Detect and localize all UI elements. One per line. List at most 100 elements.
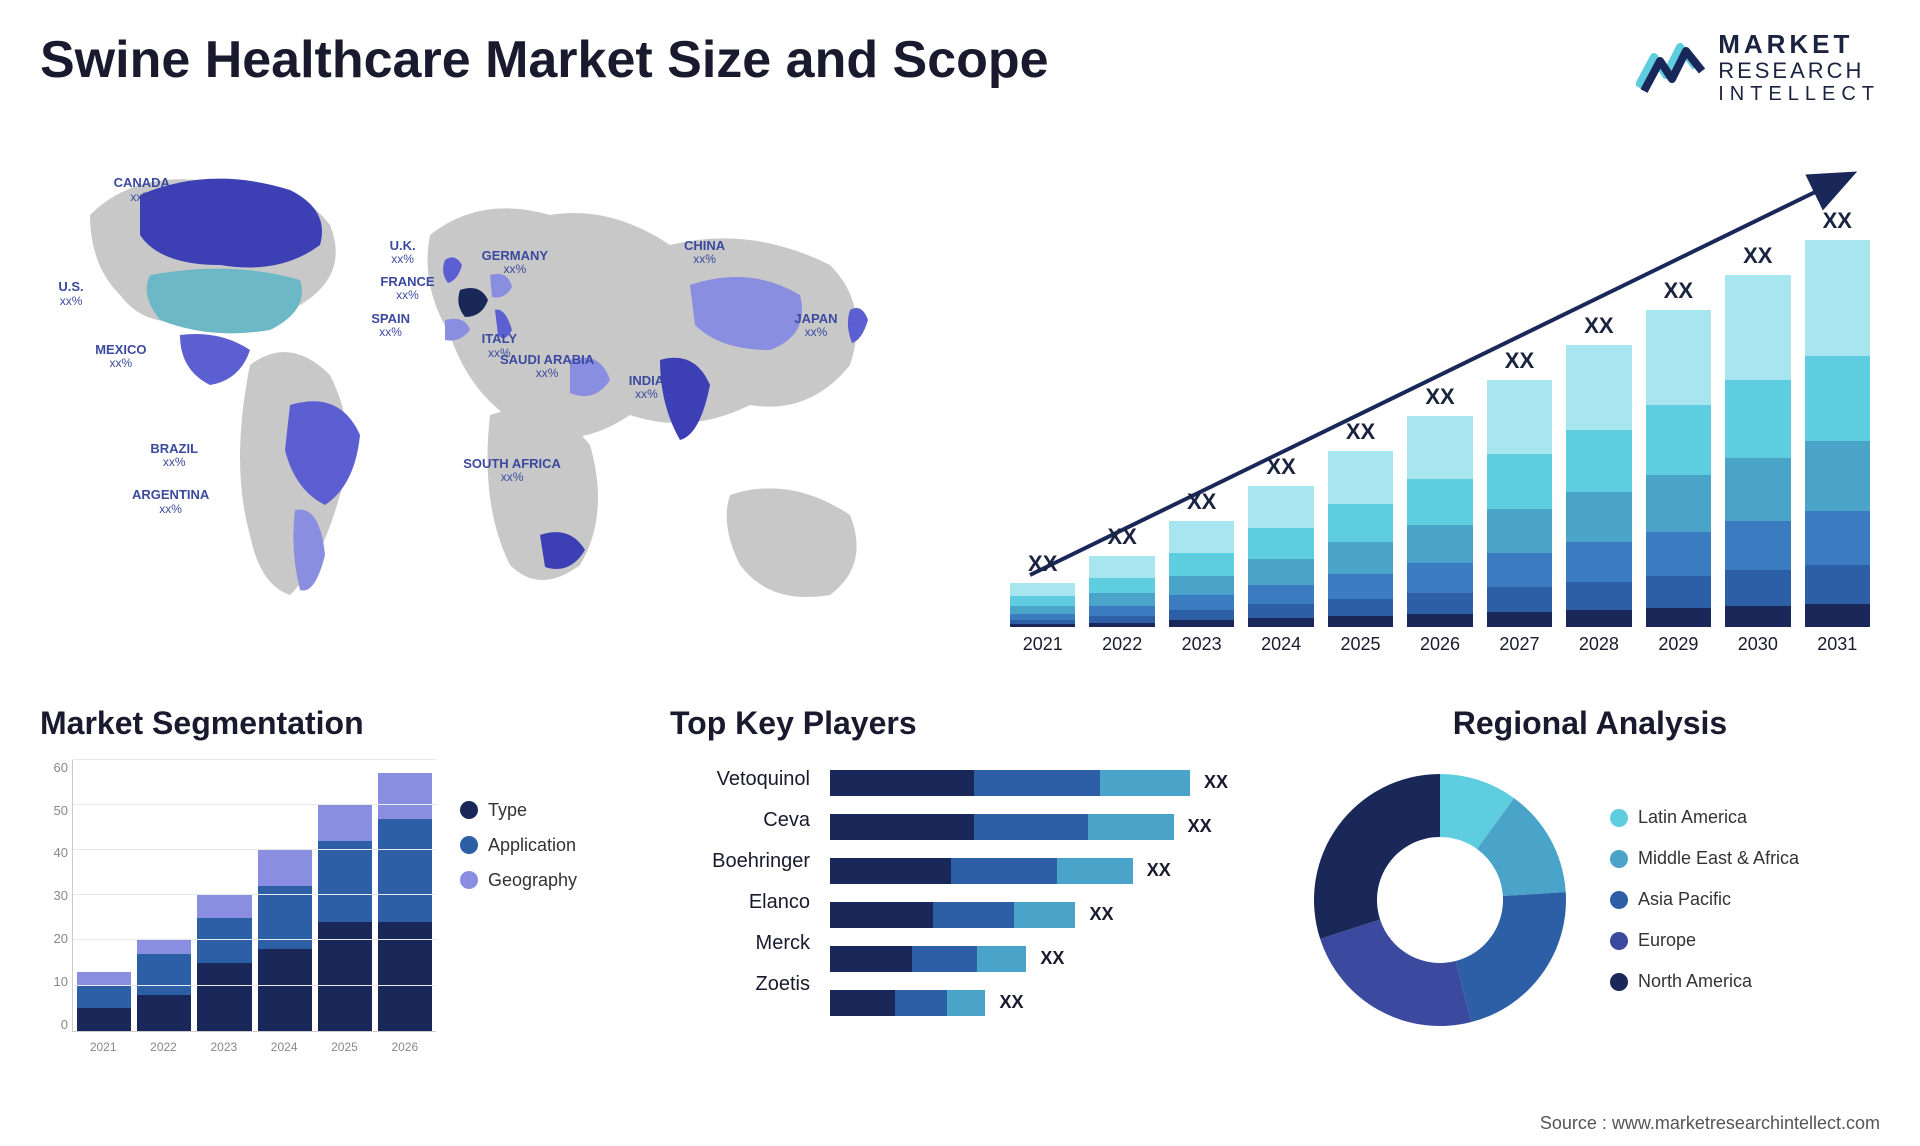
regional-donut-chart bbox=[1300, 760, 1580, 1040]
growth-value-label: XX bbox=[1248, 454, 1313, 480]
seg-x-label: 2021 bbox=[76, 1040, 130, 1054]
seg-y-tick: 50 bbox=[40, 803, 68, 818]
kp-label: Ceva bbox=[670, 809, 810, 832]
growth-bar-2024: XX bbox=[1248, 486, 1313, 627]
seg-y-tick: 10 bbox=[40, 974, 68, 989]
logo-text-2: RESEARCH bbox=[1718, 59, 1880, 83]
map-label-south-africa: SOUTH AFRICAxx% bbox=[463, 457, 561, 484]
key-players-title: Top Key Players bbox=[670, 705, 1250, 742]
kp-label: Boehringer bbox=[670, 850, 810, 873]
growth-year-label: 2030 bbox=[1725, 634, 1790, 655]
kp-label: Elanco bbox=[670, 891, 810, 914]
growth-year-label: 2029 bbox=[1646, 634, 1711, 655]
seg-y-tick: 0 bbox=[40, 1017, 68, 1032]
kp-row-ceva: XX bbox=[830, 814, 1250, 840]
key-players-panel: Top Key Players Vetoquinol Ceva Boehringer… bbox=[670, 705, 1250, 1085]
kp-row-boehringer: XX bbox=[830, 858, 1250, 884]
kp-row-elanco: XX bbox=[830, 902, 1250, 928]
growth-bar-2022: XX bbox=[1089, 556, 1154, 626]
kp-label: Zoetis bbox=[670, 973, 810, 996]
seg-y-tick: 30 bbox=[40, 888, 68, 903]
map-label-spain: SPAINxx% bbox=[371, 312, 410, 339]
kp-row-vetoquinol: XX bbox=[830, 770, 1250, 796]
key-players-chart: XX XX XX XX XX XX bbox=[830, 760, 1250, 1016]
growth-year-label: 2022 bbox=[1089, 634, 1154, 655]
seg-x-label: 2026 bbox=[378, 1040, 432, 1054]
segmentation-chart: 0102030405060 202120222023202420252026 bbox=[40, 760, 436, 1060]
growth-year-label: 2025 bbox=[1328, 634, 1393, 655]
growth-bar-2025: XX bbox=[1328, 451, 1393, 627]
reg-legend-item: North America bbox=[1610, 971, 1799, 992]
kp-value: XX bbox=[999, 992, 1023, 1013]
seg-bar-2023 bbox=[197, 760, 251, 1031]
growth-year-label: 2024 bbox=[1248, 634, 1313, 655]
seg-x-label: 2022 bbox=[136, 1040, 190, 1054]
map-label-u-s-: U.S.xx% bbox=[58, 280, 83, 307]
top-row: CANADAxx%U.S.xx%MEXICOxx%BRAZILxx%ARGENT… bbox=[40, 135, 1880, 655]
growth-value-label: XX bbox=[1328, 419, 1393, 445]
seg-y-tick: 40 bbox=[40, 845, 68, 860]
growth-value-label: XX bbox=[1407, 384, 1472, 410]
kp-label: Vetoquinol bbox=[670, 768, 810, 791]
seg-x-label: 2025 bbox=[317, 1040, 371, 1054]
segmentation-panel: Market Segmentation 0 10 20 30 40 50 60 2021 20… bbox=[40, 705, 620, 1085]
map-label-mexico: MEXICOxx% bbox=[95, 343, 146, 370]
kp-value: XX bbox=[1089, 904, 1113, 925]
regional-panel: Regional Analysis Latin America Middle Ea… bbox=[1300, 705, 1880, 1085]
reg-legend-item: Latin America bbox=[1610, 807, 1799, 828]
seg-bar-2022 bbox=[137, 760, 191, 1031]
growth-value-label: XX bbox=[1725, 243, 1790, 269]
kp-row-zoetis: XX bbox=[830, 990, 1250, 1016]
growth-value-label: XX bbox=[1010, 551, 1075, 577]
regional-title: Regional Analysis bbox=[1300, 705, 1880, 742]
logo-text-1: MARKET bbox=[1718, 30, 1880, 59]
map-label-canada: CANADAxx% bbox=[114, 176, 170, 203]
regional-legend: Latin AmericaMiddle East & AfricaAsia Pa… bbox=[1610, 807, 1799, 992]
kp-value: XX bbox=[1204, 772, 1228, 793]
seg-bar-2021 bbox=[77, 760, 131, 1031]
reg-legend-item: Middle East & Africa bbox=[1610, 848, 1799, 869]
growth-year-label: 2026 bbox=[1407, 634, 1472, 655]
logo-icon bbox=[1636, 37, 1706, 97]
growth-value-label: XX bbox=[1487, 348, 1552, 374]
reg-legend-item: Europe bbox=[1610, 930, 1799, 951]
map-label-japan: JAPANxx% bbox=[794, 312, 837, 339]
growth-year-label: 2023 bbox=[1169, 634, 1234, 655]
segmentation-legend: TypeApplicationGeography bbox=[460, 760, 620, 1085]
growth-chart-panel: XXXXXXXXXXXXXXXXXXXXXX 20212022202320242… bbox=[1000, 135, 1880, 655]
growth-bar-2021: XX bbox=[1010, 583, 1075, 627]
growth-value-label: XX bbox=[1169, 489, 1234, 515]
map-label-saudi-arabia: SAUDI ARABIAxx% bbox=[500, 353, 594, 380]
map-label-brazil: BRAZILxx% bbox=[150, 442, 198, 469]
growth-bar-2026: XX bbox=[1407, 416, 1472, 627]
growth-bar-2029: XX bbox=[1646, 310, 1711, 627]
growth-year-label: 2031 bbox=[1805, 634, 1870, 655]
header: Swine Healthcare Market Size and Scope M… bbox=[40, 30, 1880, 105]
growth-value-label: XX bbox=[1646, 278, 1711, 304]
map-label-india: INDIAxx% bbox=[629, 374, 664, 401]
seg-y-tick: 20 bbox=[40, 931, 68, 946]
world-map-panel: CANADAxx%U.S.xx%MEXICOxx%BRAZILxx%ARGENT… bbox=[40, 135, 960, 655]
growth-bar-2027: XX bbox=[1487, 380, 1552, 626]
kp-value: XX bbox=[1188, 816, 1212, 837]
donut-slice-north-america bbox=[1314, 774, 1440, 939]
segmentation-title: Market Segmentation bbox=[40, 705, 620, 742]
growth-value-label: XX bbox=[1805, 208, 1870, 234]
growth-chart: XXXXXXXXXXXXXXXXXXXXXX 20212022202320242… bbox=[1000, 135, 1880, 655]
kp-value: XX bbox=[1147, 860, 1171, 881]
brand-logo: MARKET RESEARCH INTELLECT bbox=[1636, 30, 1880, 105]
map-label-france: FRANCExx% bbox=[380, 275, 434, 302]
seg-legend-item: Type bbox=[460, 800, 620, 821]
growth-year-label: 2028 bbox=[1566, 634, 1631, 655]
seg-bar-2024 bbox=[258, 760, 312, 1031]
donut-slice-europe bbox=[1320, 919, 1471, 1026]
seg-x-label: 2024 bbox=[257, 1040, 311, 1054]
seg-legend-item: Application bbox=[460, 835, 620, 856]
bottom-row: Market Segmentation 0 10 20 30 40 50 60 2021 20… bbox=[40, 705, 1880, 1085]
world-map bbox=[40, 135, 960, 655]
growth-bar-2030: XX bbox=[1725, 275, 1790, 627]
kp-row-merck: XX bbox=[830, 946, 1250, 972]
source-attribution: Source : www.marketresearchintellect.com bbox=[1540, 1113, 1880, 1134]
growth-bar-2023: XX bbox=[1169, 521, 1234, 627]
seg-y-tick: 60 bbox=[40, 760, 68, 775]
